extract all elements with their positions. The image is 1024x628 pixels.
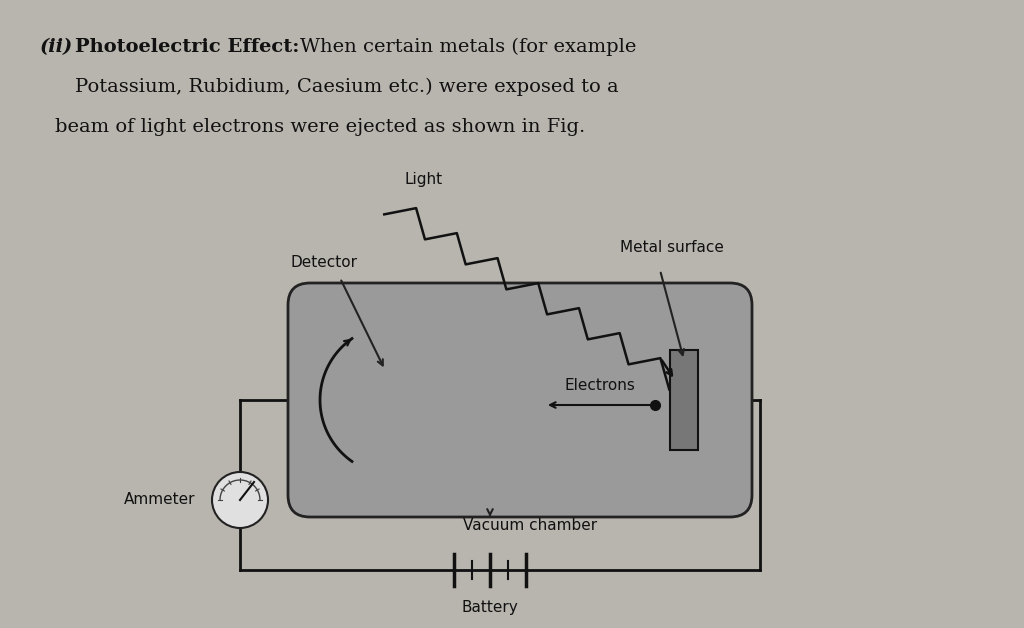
- Text: When certain metals (for example: When certain metals (for example: [300, 38, 636, 57]
- Text: Ammeter: Ammeter: [124, 492, 195, 507]
- Text: Potassium, Rubidium, Caesium etc.) were exposed to a: Potassium, Rubidium, Caesium etc.) were …: [75, 78, 618, 96]
- Text: (ii): (ii): [40, 38, 74, 56]
- Text: Electrons: Electrons: [564, 378, 636, 393]
- Circle shape: [212, 472, 268, 528]
- Bar: [670, 350, 698, 450]
- FancyBboxPatch shape: [288, 283, 752, 517]
- Text: Battery: Battery: [462, 600, 518, 615]
- Text: Vacuum chamber: Vacuum chamber: [463, 518, 597, 533]
- Text: Metal surface: Metal surface: [620, 240, 724, 255]
- Text: Photoelectric Effect:: Photoelectric Effect:: [75, 38, 299, 56]
- Text: beam of light electrons were ejected as shown in Fig.: beam of light electrons were ejected as …: [55, 118, 586, 136]
- Text: Detector: Detector: [290, 255, 357, 270]
- Text: Light: Light: [406, 172, 443, 187]
